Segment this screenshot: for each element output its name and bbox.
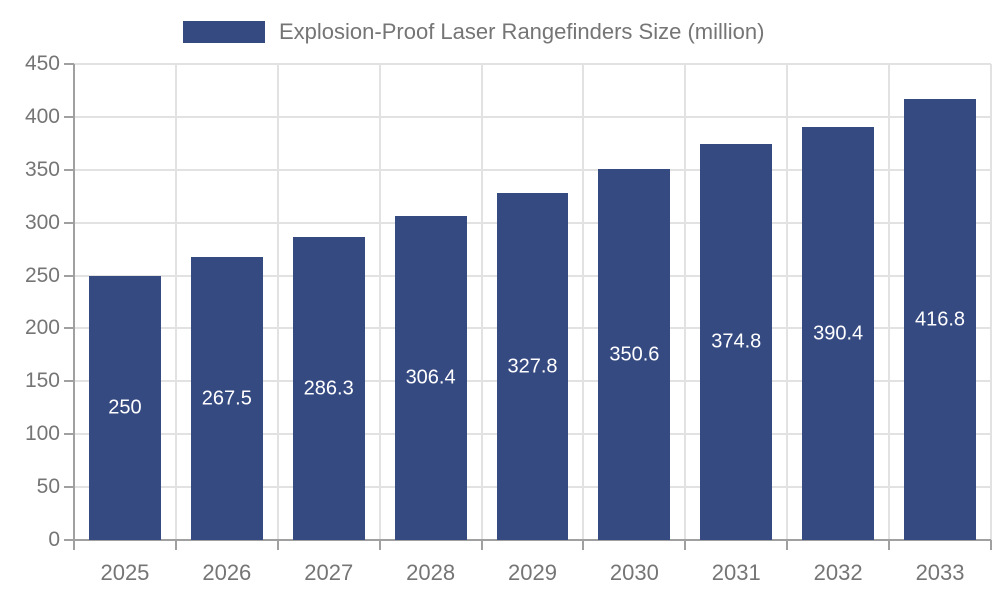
x-gridline <box>174 64 177 540</box>
bar-2027: 286.3 <box>292 237 365 540</box>
plot-area: 450 400 350 300 250 200 150 100 50 0 250 2025 267.5… <box>25 52 992 585</box>
bar-2031: 374.8 <box>700 143 773 540</box>
x-tick-label: 2032 <box>813 560 863 585</box>
x-gridline <box>990 64 992 540</box>
y-tick-label: 450 <box>24 52 60 75</box>
x-tick-label: 2033 <box>915 560 965 585</box>
x-axis-tick <box>990 540 992 550</box>
x-axis-tick <box>684 540 687 550</box>
x-gridline <box>480 64 483 540</box>
bar-value-label: 286.3 <box>303 377 354 400</box>
bar-value-label: 416.8 <box>915 308 966 331</box>
bar-2029: 327.8 <box>496 193 569 540</box>
y-axis-tick <box>64 221 74 224</box>
bar-value-label: 306.4 <box>405 366 456 389</box>
x-tick-label: 2029 <box>508 560 557 585</box>
x-gridline <box>684 64 687 540</box>
x-tick-label: 2028 <box>406 560 456 585</box>
x-axis-tick <box>582 540 585 550</box>
x-tick-label: 2025 <box>100 560 150 585</box>
legend: Explosion-Proof Laser Rangefinders Size … <box>183 19 764 44</box>
y-tick-label: 350 <box>24 157 60 181</box>
y-axis-tick <box>64 327 74 330</box>
y-tick-label: 100 <box>24 422 60 446</box>
y-axis-tick <box>64 433 74 436</box>
y-tick-label: 400 <box>24 104 60 128</box>
y-axis-tick <box>64 539 74 541</box>
bar-value-label: 327.8 <box>507 355 558 378</box>
bar-value-label: 390.4 <box>813 322 864 344</box>
x-tick-label: 2027 <box>304 560 354 585</box>
y-axis-tick <box>64 168 74 171</box>
y-axis-tick <box>64 115 74 118</box>
bar-2032: 390.4 <box>802 127 875 540</box>
bar-value-label: 350.6 <box>609 343 660 366</box>
y-axis-tick <box>64 63 74 65</box>
bar-2026: 267.5 <box>190 257 263 540</box>
x-tick-label: 2026 <box>202 560 252 585</box>
bar-2028: 306.4 <box>394 215 467 540</box>
x-gridline <box>888 64 891 540</box>
x-tick-label: 2030 <box>609 560 659 585</box>
y-tick-label: 250 <box>24 263 60 287</box>
bar-2030: 350.6 <box>598 169 671 540</box>
bar-2033: 416.8 <box>904 99 976 540</box>
y-gridline <box>74 168 991 171</box>
x-gridline <box>786 64 789 540</box>
bar-value-label: 267.5 <box>201 387 252 409</box>
y-tick-label: 150 <box>24 369 60 393</box>
x-axis-tick <box>378 540 381 550</box>
y-axis-tick <box>64 486 74 489</box>
y-tick-label: 0 <box>48 528 60 551</box>
y-tick-label: 200 <box>24 316 60 340</box>
legend-label: Explosion-Proof Laser Rangefinders Size … <box>279 19 765 44</box>
x-gridline <box>378 64 381 540</box>
x-gridline <box>582 64 585 540</box>
y-gridline <box>74 115 991 118</box>
x-axis-tick <box>276 540 279 550</box>
y-axis-line <box>73 64 75 550</box>
bar-value-label: 374.8 <box>711 330 762 353</box>
y-tick-label: 300 <box>24 210 60 234</box>
x-axis-tick <box>888 540 891 550</box>
legend-swatch-icon <box>183 20 265 43</box>
x-tick-label: 2031 <box>711 560 761 585</box>
y-axis-tick <box>64 380 74 383</box>
y-tick-label: 50 <box>36 475 60 499</box>
x-axis-line <box>73 539 991 541</box>
x-axis-tick <box>786 540 789 550</box>
x-axis-tick <box>480 540 483 550</box>
bar-2025: 250 <box>88 275 161 540</box>
bar-value-label: 250 <box>108 396 142 419</box>
y-axis-tick <box>64 274 74 277</box>
x-axis-tick <box>174 540 177 550</box>
x-gridline <box>276 64 279 540</box>
y-gridline <box>74 63 991 65</box>
